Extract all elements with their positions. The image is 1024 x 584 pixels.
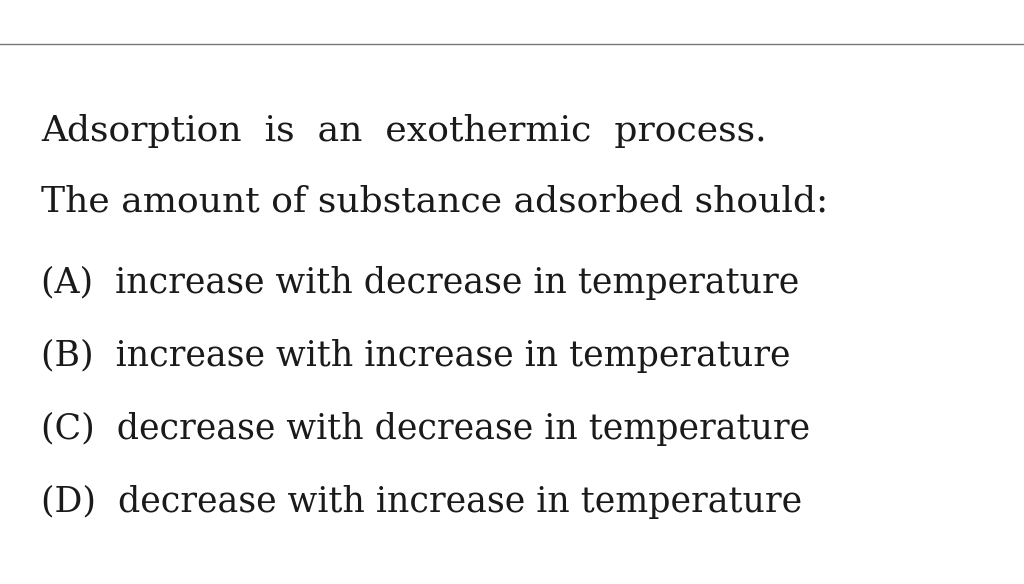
Text: (A)  increase with decrease in temperature: (A) increase with decrease in temperatur… [41, 266, 799, 300]
Text: The amount of substance adsorbed should:: The amount of substance adsorbed should: [41, 185, 828, 218]
Text: Adsorption  is  an  exothermic  process.: Adsorption is an exothermic process. [41, 114, 767, 148]
Text: (D)  decrease with increase in temperature: (D) decrease with increase in temperatur… [41, 485, 802, 519]
Text: (B)  increase with increase in temperature: (B) increase with increase in temperatur… [41, 339, 791, 373]
Text: (C)  decrease with decrease in temperature: (C) decrease with decrease in temperatur… [41, 412, 810, 446]
